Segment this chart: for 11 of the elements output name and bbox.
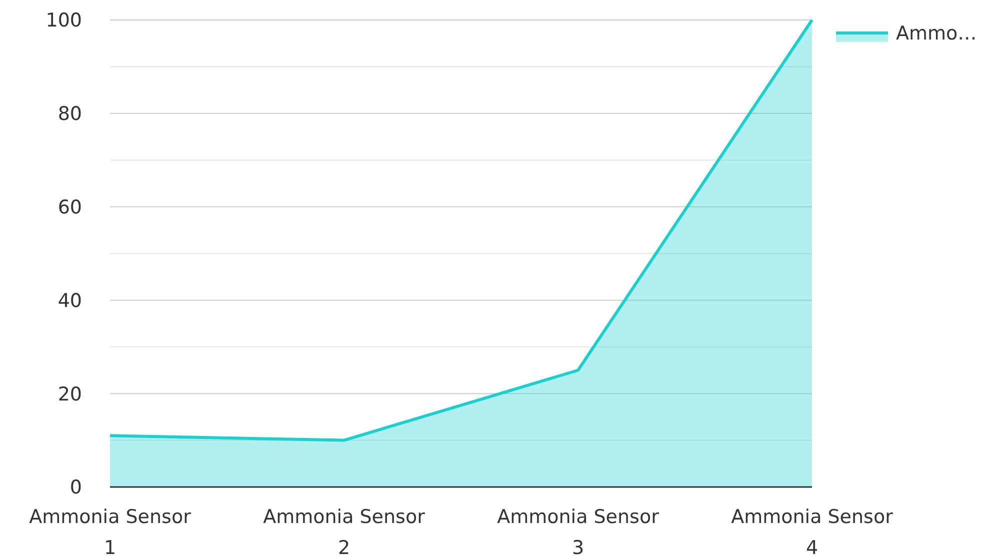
y-tick-label: 0 bbox=[70, 476, 82, 499]
y-tick-label: 20 bbox=[58, 383, 82, 406]
y-tick-label: 100 bbox=[46, 10, 82, 32]
y-tick-label: 80 bbox=[58, 103, 82, 126]
legend-label: Ammo… bbox=[896, 22, 977, 45]
x-tick-label: Ammonia Sensor 1 bbox=[29, 506, 192, 558]
y-tick-label: 60 bbox=[58, 196, 82, 218]
x-tick-label: Ammonia Sensor 3 bbox=[497, 506, 660, 558]
x-tick-label: Ammonia Sensor 2 bbox=[263, 506, 426, 558]
y-tick-label: 40 bbox=[58, 290, 82, 312]
x-tick-label: Ammonia Sensor 4 bbox=[731, 506, 894, 558]
